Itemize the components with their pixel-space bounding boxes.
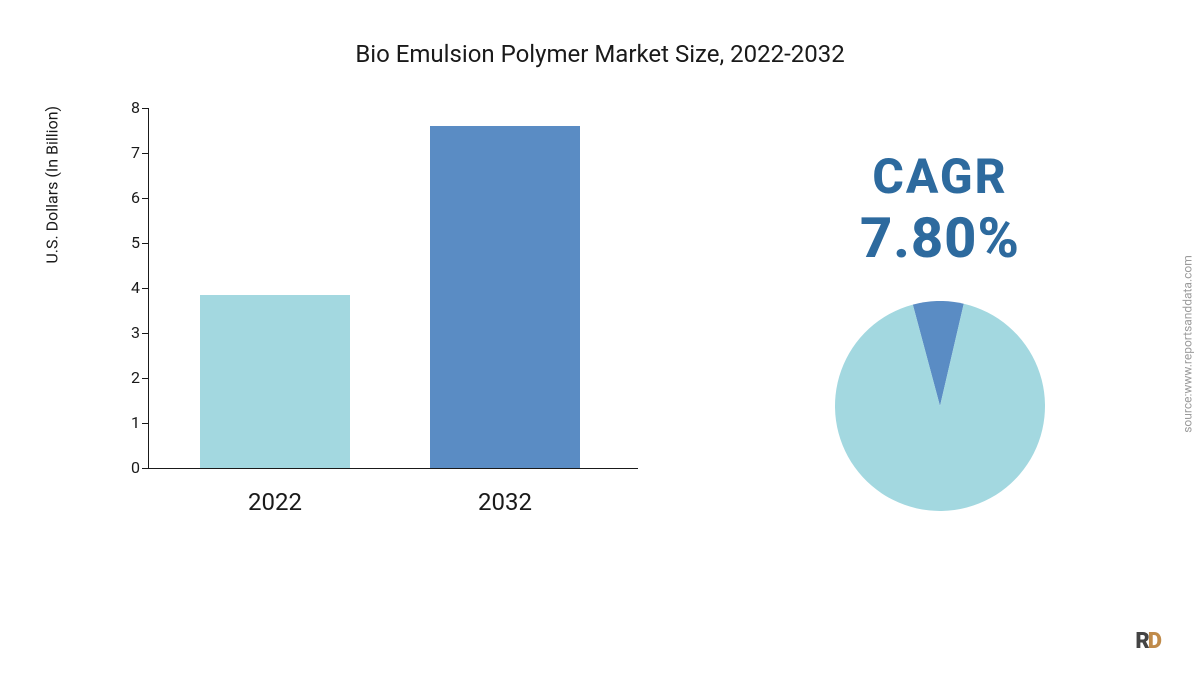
y-tick-mark [142,243,148,244]
y-tick-label: 0 [120,458,140,477]
y-tick-mark [142,378,148,379]
cagr-value: 7.80% [760,205,1120,271]
y-tick-label: 5 [120,233,140,252]
bar [200,295,350,468]
cagr-panel: CAGR 7.80% [760,108,1120,511]
content-row: U.S. Dollars (In Billion) 012345678 2022… [40,108,1160,558]
y-tick-mark [142,108,148,109]
y-tick-mark [142,288,148,289]
bar [430,126,580,468]
logo-r: R [1135,629,1147,654]
y-tick-label: 1 [120,413,140,432]
y-axis-line [148,108,149,468]
pie-chart [760,301,1120,511]
chart-title: Bio Emulsion Polymer Market Size, 2022-2… [40,40,1160,68]
x-axis-label: 2032 [430,488,580,516]
x-axis-label: 2022 [200,488,350,516]
y-axis-label: U.S. Dollars (In Billion) [43,106,62,264]
y-tick-label: 4 [120,278,140,297]
x-axis-line [148,468,638,469]
y-tick-mark [142,153,148,154]
logo-d: D [1148,629,1160,654]
y-tick-mark [142,423,148,424]
y-tick-mark [142,198,148,199]
y-tick-label: 3 [120,323,140,342]
brand-logo: RD [1135,629,1160,654]
y-tick-label: 6 [120,188,140,207]
y-tick-label: 2 [120,368,140,387]
y-tick-mark [142,333,148,334]
cagr-label: CAGR [760,148,1120,205]
y-tick-label: 7 [120,143,140,162]
bar-chart: U.S. Dollars (In Billion) 012345678 2022… [100,108,680,558]
y-tick-label: 8 [120,98,140,117]
y-tick-mark [142,468,148,469]
source-attribution: source:www.reportsanddata.com [1181,255,1195,433]
